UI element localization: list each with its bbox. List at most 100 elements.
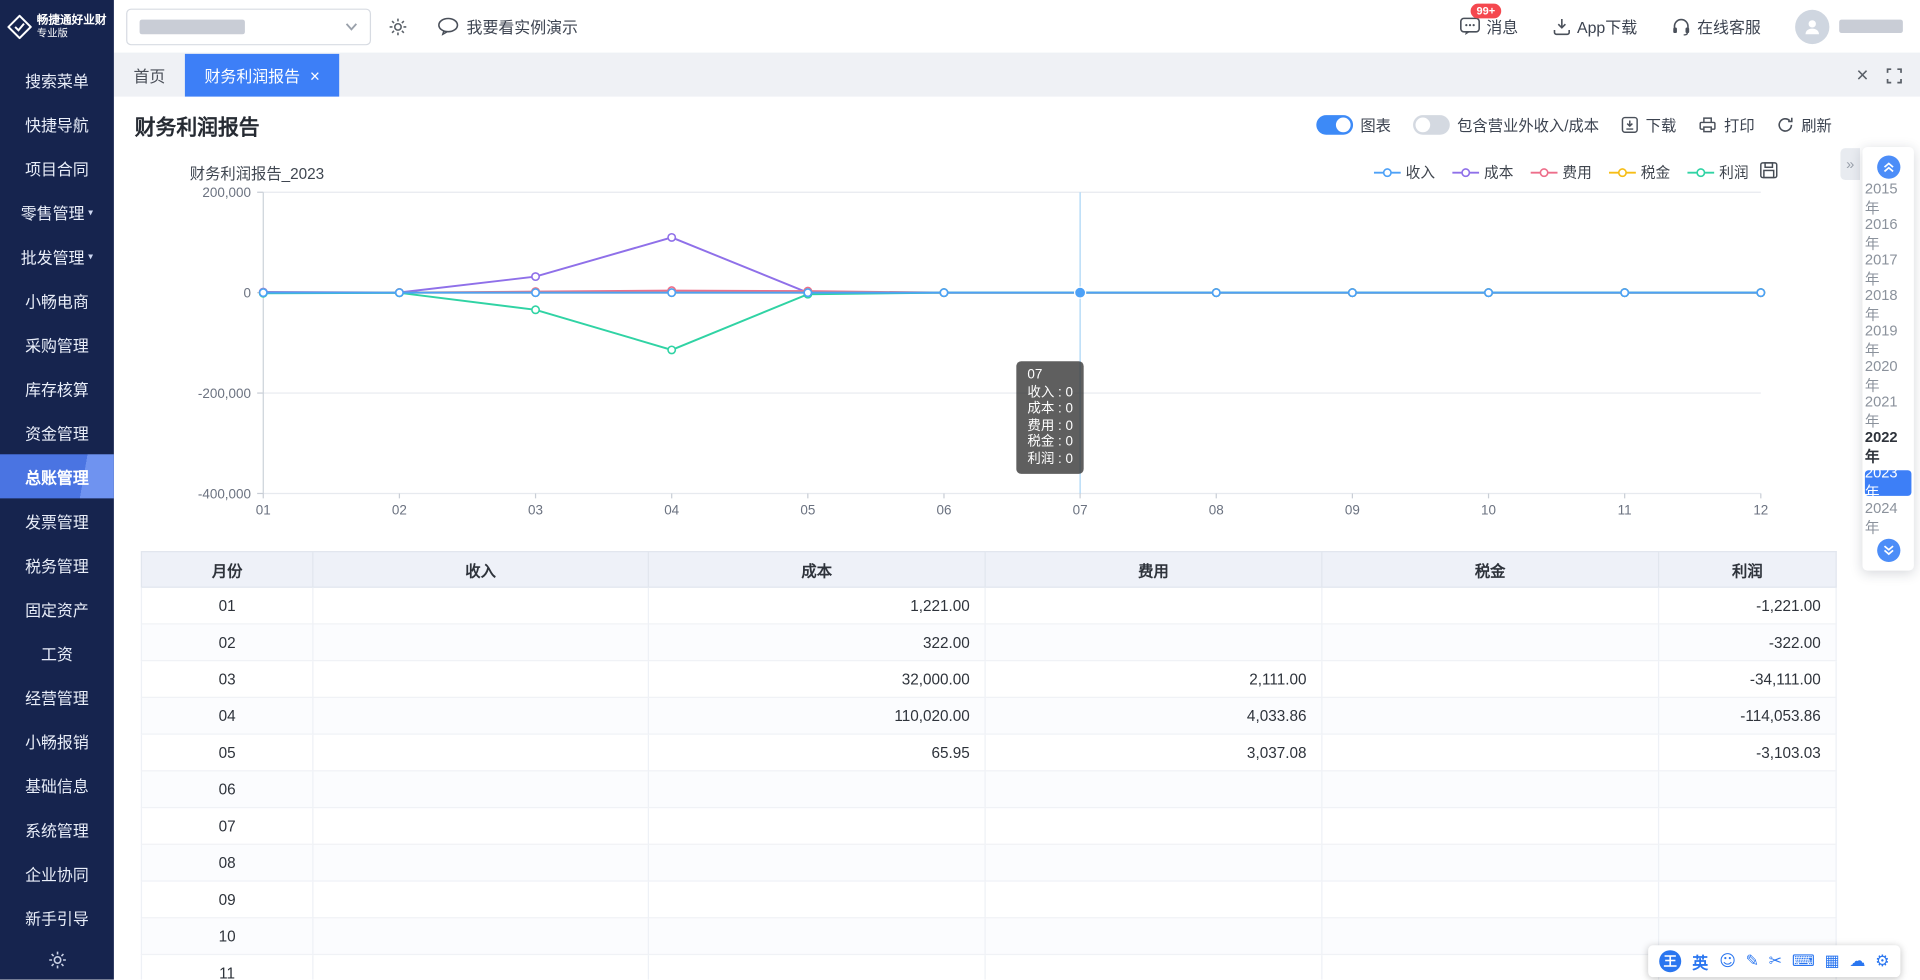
tooltip-row: 税金 : 0 (1027, 434, 1074, 450)
year-item-2015[interactable]: 2015年 (1864, 180, 1898, 217)
table-row[interactable]: 02 322.00 -322.00 (140, 624, 1837, 662)
ime-icons: ☺ ✎ ✂ ⌨ ▦ ☁ ⚙ (1719, 952, 1889, 970)
table-row[interactable]: 07 (140, 808, 1837, 845)
year-item-2018[interactable]: 2018年 (1864, 286, 1898, 324)
sidebar-item-label: 项目合同 (25, 160, 89, 179)
legend-item-tax[interactable]: 税金 (1608, 162, 1670, 183)
profit-chart-svg[interactable]: 200,000 0 -200,000 -400,000 01 02 03 04 05 06 07 08… (138, 153, 1785, 523)
month-cell: 06 (140, 771, 314, 809)
sidebar-item-wholesale-mgmt[interactable]: 批发管理 ▾ (0, 234, 114, 278)
app-download-button[interactable]: App下载 (1552, 15, 1637, 38)
legend-item-cost[interactable]: 成本 (1452, 162, 1513, 183)
table-row[interactable]: 04 110,020.00 4,033.86 -114,053.86 (140, 697, 1837, 735)
screenshot-icon[interactable]: ✂ (1768, 952, 1783, 971)
sidebar-item-label: 系统管理 (25, 821, 89, 840)
close-icon[interactable]: × (1856, 63, 1869, 87)
data-point (531, 288, 541, 298)
sidebar-item-ecommerce[interactable]: 小畅电商 (0, 278, 114, 322)
sidebar-item-funds-mgmt[interactable]: 资金管理 (0, 411, 114, 455)
year-item-2019[interactable]: 2019年 (1864, 322, 1898, 359)
include-toggle-label: 包含营业外收入/成本 (1457, 117, 1600, 135)
sidebar-item-beginner-guide[interactable]: 新手引导 (0, 896, 114, 940)
year-item-2017[interactable]: 2017年 (1864, 251, 1898, 288)
table-row[interactable]: 10 (140, 918, 1837, 956)
legend-item-profit[interactable]: 利润 (1687, 162, 1749, 183)
company-select[interactable] (126, 7, 372, 45)
refresh-button[interactable]: 刷新 (1777, 113, 1832, 136)
legend-item-income[interactable]: 收入 (1373, 162, 1435, 183)
legend-item-expense[interactable]: 费用 (1530, 162, 1592, 183)
messages-button[interactable]: 消息 99+ (1459, 3, 1518, 38)
table-row[interactable]: 03 32,000.00 2,111.00 -34,111.00 (140, 661, 1837, 698)
year-item-2016[interactable]: 2016年 (1864, 215, 1898, 253)
ime-language-mode[interactable]: 英 (1692, 953, 1709, 972)
symbols-icon[interactable]: ▦ (1824, 952, 1840, 971)
table-row[interactable]: 09 (140, 881, 1837, 919)
sidebar-item-procurement[interactable]: 采购管理 (0, 323, 114, 367)
year-item-2024[interactable]: 2024年 (1864, 499, 1898, 537)
value-cell (1659, 771, 1837, 809)
settings-gear-icon[interactable] (388, 17, 408, 37)
ime-logo[interactable]: 王 (1659, 950, 1682, 973)
tab-profit-report[interactable]: 财务利润报告 × (184, 53, 340, 97)
include-nonoperating-toggle[interactable] (1413, 114, 1450, 135)
redacted-username[interactable] (1839, 19, 1903, 34)
handwriting-icon[interactable]: ✎ (1745, 952, 1759, 971)
table-row[interactable]: 08 (140, 844, 1837, 882)
sidebar-item-system-mgmt[interactable]: 系统管理 (0, 807, 114, 851)
sidebar-item-enterprise-collab[interactable]: 企业协同 (0, 852, 114, 896)
data-point (939, 288, 949, 298)
tab-label: 财务利润报告 (204, 67, 301, 86)
years-scroll-up-button[interactable] (1876, 155, 1900, 179)
year-item-2023[interactable]: 2023年 (1864, 464, 1912, 501)
table-row[interactable]: 11 (140, 955, 1837, 980)
data-point (667, 232, 677, 242)
cloud-icon[interactable]: ☁ (1849, 952, 1866, 971)
support-label: 在线客服 (1697, 18, 1761, 37)
sidebar-item-invoice-mgmt[interactable]: 发票管理 (0, 499, 114, 543)
refresh-icon (1778, 117, 1793, 132)
sidebar-item-inventory-accounting[interactable]: 库存核算 (0, 367, 114, 411)
fullscreen-icon[interactable] (1886, 67, 1903, 84)
demo-link[interactable]: 我要看实例演示 (437, 15, 578, 38)
tab-home[interactable]: 首页 (114, 54, 185, 97)
value-cell (1659, 881, 1837, 919)
year-panel-collapse-handle[interactable]: » (1840, 148, 1861, 181)
settings-icon[interactable]: ⚙ (1875, 952, 1890, 971)
years-scroll-down-button[interactable] (1876, 538, 1900, 563)
print-button[interactable]: 打印 (1698, 113, 1755, 136)
emoji-icon[interactable]: ☺ (1719, 952, 1736, 971)
keyboard-icon[interactable]: ⌨ (1791, 952, 1815, 971)
sidebar-item-fixed-assets[interactable]: 固定资产 (0, 587, 114, 631)
sidebar-settings-icon[interactable] (0, 940, 114, 980)
sidebar-item-search-menu[interactable]: 搜索菜单 (0, 58, 114, 102)
sidebar-item-project-contract[interactable]: 项目合同 (0, 146, 114, 190)
table-row[interactable]: 06 (140, 771, 1837, 809)
sidebar-item-expense-claim[interactable]: 小畅报销 (0, 719, 114, 763)
sidebar-item-general-ledger[interactable]: 总账管理 (0, 454, 114, 499)
sidebar-item-tax-mgmt[interactable]: 税务管理 (0, 543, 114, 587)
support-button[interactable]: 在线客服 (1671, 15, 1761, 38)
sidebar-item-base-info[interactable]: 基础信息 (0, 763, 114, 807)
tab-close-icon[interactable]: × (309, 65, 320, 86)
sidebar-item-quick-nav[interactable]: 快捷导航 (0, 102, 114, 146)
sidebar-item-label: 经营管理 (25, 689, 89, 708)
download-button[interactable]: 下载 (1621, 113, 1676, 136)
year-item-2022[interactable]: 2022年 (1864, 428, 1898, 466)
sidebar-item-retail-mgmt[interactable]: 零售管理 ▾ (0, 190, 114, 234)
sidebar-item-payroll[interactable]: 工资 (0, 631, 114, 675)
table-row[interactable]: 01 1,221.00 -1,221.00 (140, 587, 1837, 625)
user-avatar[interactable] (1795, 9, 1830, 44)
sidebar-item-label: 快捷导航 (25, 116, 89, 135)
table-row[interactable]: 05 65.95 3,037.08 -3,103.03 (140, 734, 1837, 772)
data-point (667, 345, 677, 355)
sidebar-item-operations-mgmt[interactable]: 经营管理 (0, 675, 114, 719)
year-item-2021[interactable]: 2021年 (1864, 393, 1898, 430)
svg-text:09: 09 (1345, 502, 1360, 517)
year-item-2020[interactable]: 2020年 (1864, 357, 1898, 395)
data-point (531, 272, 541, 282)
chart-toggle[interactable] (1316, 114, 1354, 135)
value-cell (648, 918, 986, 956)
save-chart-icon[interactable] (1760, 162, 1778, 185)
